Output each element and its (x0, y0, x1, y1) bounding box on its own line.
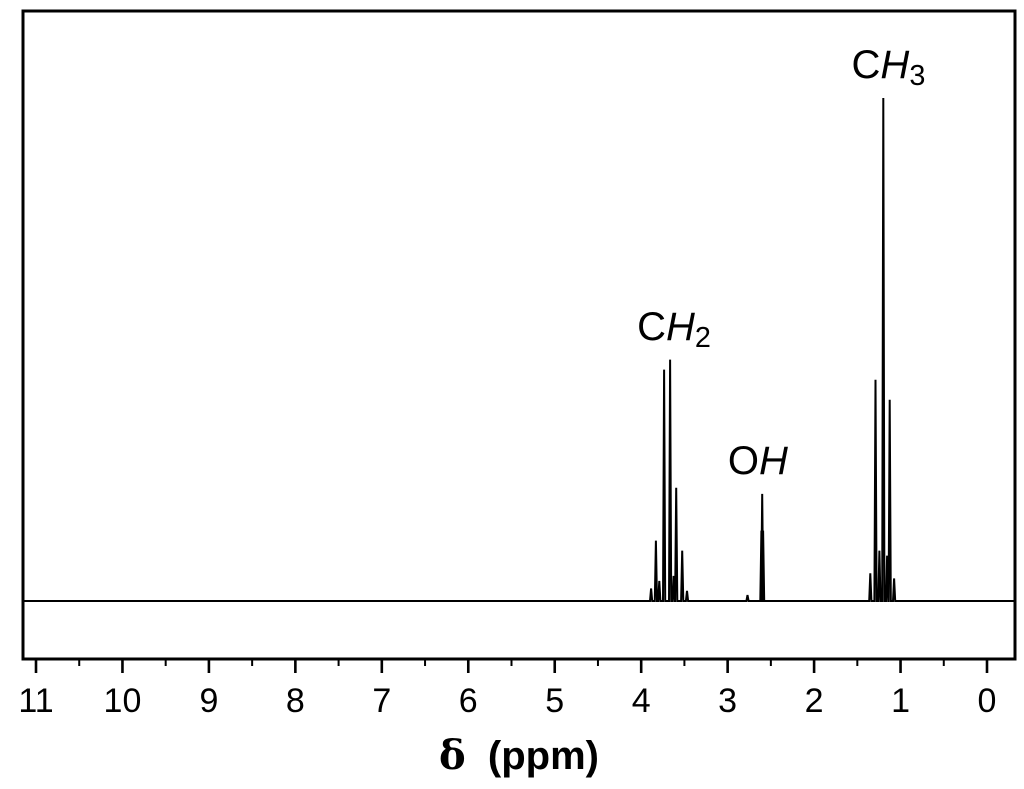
x-tick-label-10: 10 (103, 682, 142, 720)
peak-label-ch2-subscript: 2 (694, 321, 711, 354)
peak-label-ch3-subscript: 3 (909, 60, 926, 93)
peak-label-ch2-prefix: C (637, 304, 667, 349)
x-tick-label-8: 8 (285, 682, 305, 720)
plot-frame (21, 9, 1017, 661)
x-tick-label-1: 1 (891, 682, 910, 720)
x-tick-label-9: 9 (199, 682, 219, 720)
x-tick-label-0: 0 (977, 682, 997, 720)
peak-label-ch2-h: H (666, 304, 695, 349)
x-tick-label-11: 11 (18, 682, 54, 720)
spectrum-trace (23, 97, 1015, 602)
x-tick-label-5: 5 (545, 682, 565, 720)
x-tick-label-6: 6 (458, 682, 478, 720)
peak-label-oh-h: H (759, 438, 788, 483)
x-tick-label-2: 2 (804, 682, 824, 720)
peak-label-oh-prefix: O (727, 438, 760, 483)
peak-label-oh: OH (728, 438, 788, 489)
peak-label-ch3-prefix: C (851, 43, 881, 87)
ppm-unit-label: (ppm) (487, 734, 600, 778)
peak-label-ch2: CH2 (637, 304, 711, 355)
x-tick-label-3: 3 (718, 682, 738, 720)
x-axis-label: δ (ppm) (439, 734, 600, 778)
x-tick-label-7: 7 (372, 682, 392, 720)
x-tick-label-4: 4 (631, 682, 651, 720)
peak-label-ch3: CH3 (852, 42, 926, 93)
delta-symbol: δ (438, 732, 466, 779)
peak-label-ch3-h: H (880, 43, 910, 87)
